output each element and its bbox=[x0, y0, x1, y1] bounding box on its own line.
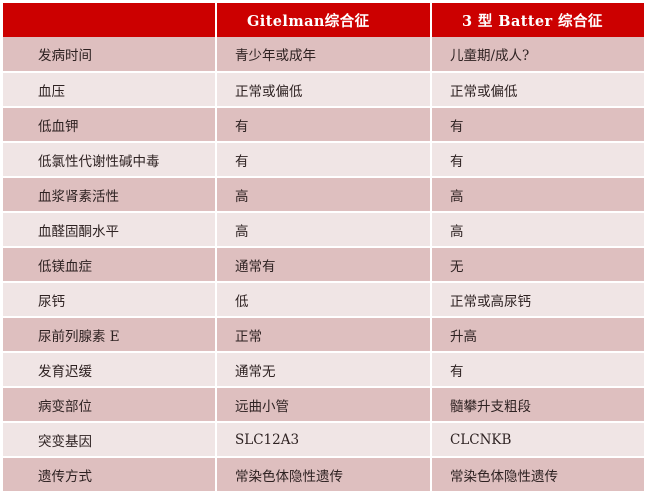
cell-batter-value: 升高 bbox=[431, 317, 644, 353]
table-row: 发病时间 青少年或成年 儿童期/成人? bbox=[3, 37, 644, 73]
cell-feature: 尿钙 bbox=[3, 282, 217, 318]
cell-gitelman-value: 青少年或成年 bbox=[216, 37, 432, 73]
cell-gitelman-value: 低 bbox=[216, 282, 432, 318]
cell-gitelman-value: 有 bbox=[216, 107, 432, 143]
cell-batter-value: 高 bbox=[431, 212, 644, 248]
cell-batter-value: 无 bbox=[431, 247, 644, 283]
cell-feature: 血压 bbox=[3, 72, 217, 108]
cell-gitelman-value: 远曲小管 bbox=[216, 387, 432, 423]
cell-feature: 遗传方式 bbox=[3, 457, 217, 493]
cell-gitelman-value: SLC12A3 bbox=[216, 422, 432, 458]
table-body: 发病时间 青少年或成年 儿童期/成人? 血压 正常或偏低 正常或偏低 低血钾有有低氯性代谢性… bbox=[3, 37, 644, 493]
cell-gitelman-value: 通常有 bbox=[216, 247, 432, 283]
column-header-gitelman: Gitelman综合征 bbox=[216, 3, 432, 37]
cell-gitelman-value: 通常无 bbox=[216, 352, 432, 388]
table-row: 尿钙低正常或高尿钙 bbox=[3, 282, 644, 318]
cell-feature: 突变基因 bbox=[3, 422, 217, 458]
table-row: 低氯性代谢性碱中毒有有 bbox=[3, 142, 644, 178]
cell-feature: 低血钾 bbox=[3, 107, 217, 143]
cell-feature: 发病时间 bbox=[3, 37, 217, 73]
cell-batter-value: CLCNKB bbox=[431, 422, 644, 458]
cell-feature: 病变部位 bbox=[3, 387, 217, 423]
cell-batter-value: 正常或高尿钙 bbox=[431, 282, 644, 318]
cell-gitelman-value: 常染色体隐性遗传 bbox=[216, 457, 432, 493]
cell-batter-value: 有 bbox=[431, 352, 644, 388]
cell-gitelman-value: 高 bbox=[216, 177, 432, 213]
cell-feature: 血醛固酮水平 bbox=[3, 212, 217, 248]
table-row: 突变基因 SLC12A3 CLCNKB bbox=[3, 422, 644, 458]
table-row: 发育迟缓 通常无有 bbox=[3, 352, 644, 388]
cell-gitelman-value: 正常或偏低 bbox=[216, 72, 432, 108]
column-header-batter: 3 型 Batter 综合征 bbox=[431, 3, 644, 37]
cell-batter-value: 正常或偏低 bbox=[431, 72, 644, 108]
column-header-feature bbox=[3, 3, 217, 37]
table-row: 尿前列腺素 E 正常 升高 bbox=[3, 317, 644, 353]
table-header: Gitelman综合征 3 型 Batter 综合征 bbox=[3, 3, 644, 37]
cell-batter-value: 儿童期/成人? bbox=[431, 37, 644, 73]
cell-gitelman-value: 正常 bbox=[216, 317, 432, 353]
table-row: 低血钾有有 bbox=[3, 107, 644, 143]
cell-gitelman-value: 高 bbox=[216, 212, 432, 248]
cell-batter-value: 有 bbox=[431, 142, 644, 178]
table-row: 遗传方式 常染色体隐性遗传 常染色体隐性遗传 bbox=[3, 457, 644, 493]
table-header-row: Gitelman综合征 3 型 Batter 综合征 bbox=[3, 3, 644, 37]
cell-feature: 低镁血症 bbox=[3, 247, 217, 283]
cell-batter-value: 有 bbox=[431, 107, 644, 143]
table-row: 病变部位 远曲小管 髓攀升支粗段 bbox=[3, 387, 644, 423]
table-row: 血浆肾素活性高高 bbox=[3, 177, 644, 213]
cell-batter-value: 高 bbox=[431, 177, 644, 213]
cell-gitelman-value: 有 bbox=[216, 142, 432, 178]
cell-feature: 尿前列腺素 E bbox=[3, 317, 217, 353]
cell-feature: 血浆肾素活性 bbox=[3, 177, 217, 213]
table-row: 血压 正常或偏低 正常或偏低 bbox=[3, 72, 644, 108]
table-row: 血醛固酮水平高高 bbox=[3, 212, 644, 248]
cell-batter-value: 常染色体隐性遗传 bbox=[431, 457, 644, 493]
cell-feature: 低氯性代谢性碱中毒 bbox=[3, 142, 217, 178]
syndrome-comparison-table: Gitelman综合征 3 型 Batter 综合征 发病时间 青少年或成年 儿童期… bbox=[3, 3, 644, 493]
cell-feature: 发育迟缓 bbox=[3, 352, 217, 388]
comparison-table-container: Gitelman综合征 3 型 Batter 综合征 发病时间 青少年或成年 儿童期… bbox=[3, 3, 644, 496]
cell-batter-value: 髓攀升支粗段 bbox=[431, 387, 644, 423]
table-row: 低镁血症 通常有无 bbox=[3, 247, 644, 283]
